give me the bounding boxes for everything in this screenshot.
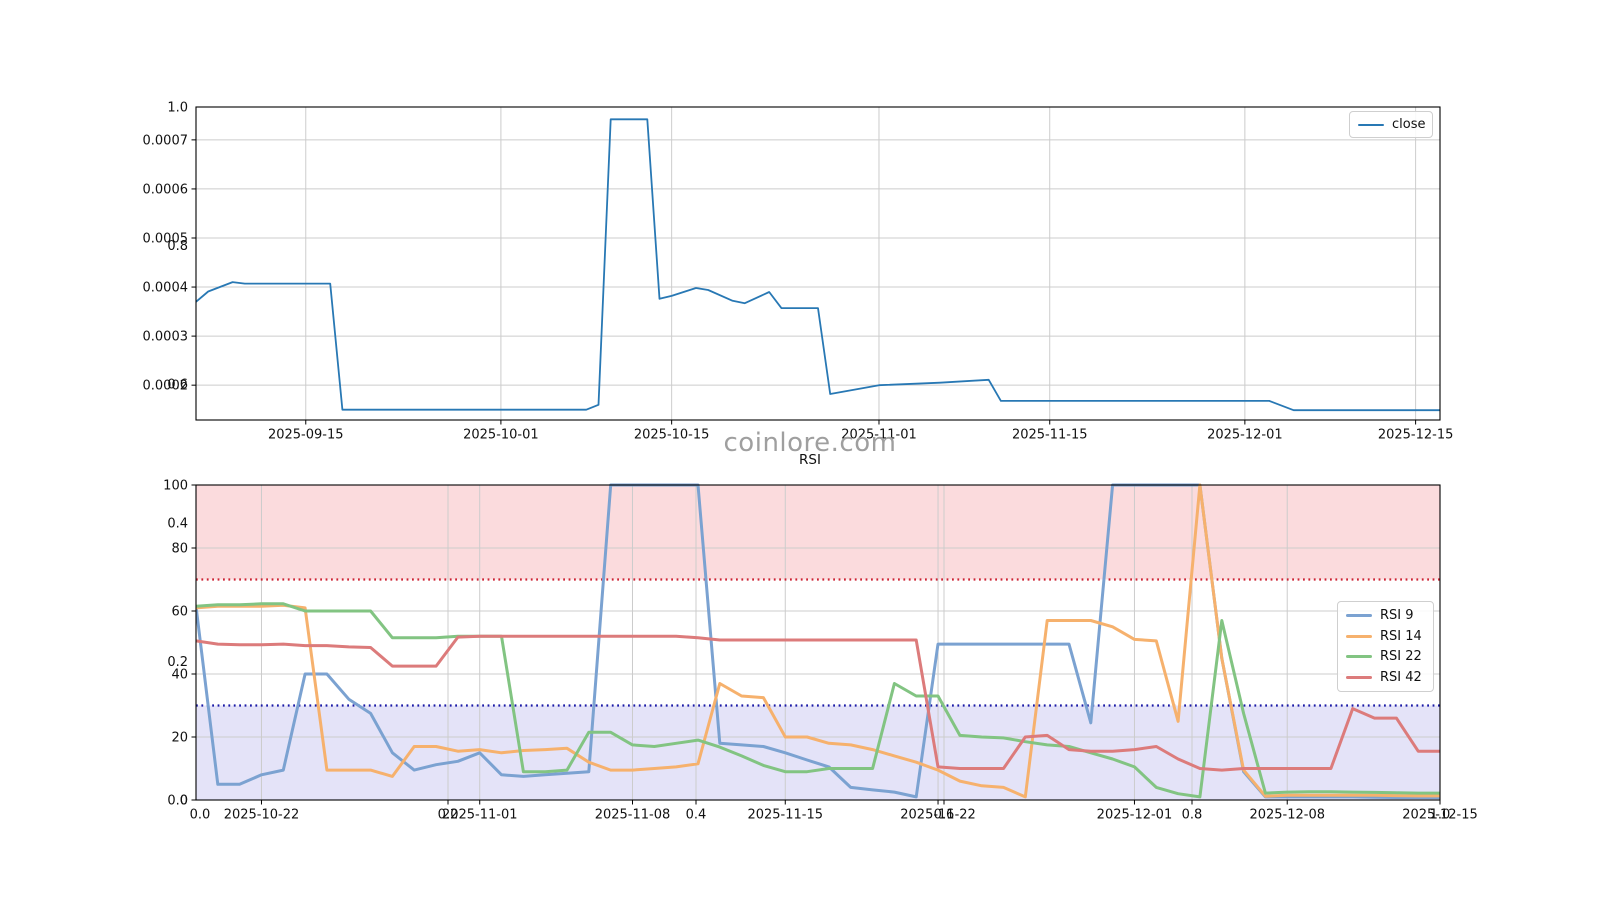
overlay-x-tick-label: 1.0: [1430, 808, 1451, 823]
overlay-x-tick-label: 0.8: [1182, 808, 1203, 823]
y-tick-label: 0.0005: [143, 231, 189, 246]
rsi-42-line: [196, 634, 1440, 772]
legend-item-close: close: [1358, 115, 1426, 135]
legend-item-rsi-9: RSI 9: [1346, 606, 1425, 626]
overlay-y-tick-label: 0.0: [167, 794, 188, 809]
y-tick-label: 0: [180, 794, 188, 809]
y-tick-label: 0.0003: [143, 330, 189, 345]
overlay-x-tick-label: 0.4: [686, 808, 707, 823]
x-tick-label: 2025-12-01: [1097, 808, 1173, 823]
y-tick-label: 0.0006: [143, 182, 189, 197]
overlay-y-tick-label: 0.2: [167, 655, 188, 670]
overlay-y-tick-label: 0.4: [167, 516, 188, 531]
y-tick-label: 100: [163, 479, 188, 494]
rsi-22-line-swatch: [1346, 655, 1372, 659]
rsi-subplot-title: RSI: [799, 452, 821, 468]
x-tick-label: 2025-11-15: [1012, 428, 1088, 443]
x-tick-label: 2025-12-01: [1207, 428, 1283, 443]
y-tick-label: 60: [171, 605, 188, 620]
rsi-42-line-swatch: [1346, 675, 1372, 679]
y-tick-label: 40: [171, 668, 188, 683]
overlay-x-tick-label: 0.6: [934, 808, 955, 823]
y-tick-label: 0.0007: [143, 133, 189, 148]
legend-label-rsi-42: RSI 42: [1380, 669, 1422, 685]
close-line-swatch: [1358, 123, 1384, 126]
x-tick-label: 2025-10-01: [463, 428, 539, 443]
x-tick-label: 2025-10-15: [634, 428, 710, 443]
overlay-y-tick-label: 0.6: [167, 378, 188, 393]
overlay-y-tick-label: 1.0: [167, 101, 188, 116]
rsi-14-line-swatch: [1346, 634, 1372, 638]
legend-item-rsi-42: RSI 42: [1346, 668, 1425, 688]
rsi-subplot: 2025-10-22 2025-11-01 2025-11-08 2025-11-15…: [163, 479, 1478, 823]
x-tick-label: 2025-12-08: [1249, 808, 1325, 823]
rsi-9-line-swatch: [1346, 614, 1372, 618]
legend-label-rsi-14: RSI 14: [1380, 628, 1422, 644]
x-tick-label: 2025-11-01: [841, 428, 917, 443]
overlay-x-tick-label: 0.0: [190, 808, 211, 823]
y-tick-label: 20: [171, 731, 188, 746]
x-tick-label: 2025-12-15: [1378, 428, 1454, 443]
y-tick-label: 0.0004: [143, 281, 189, 296]
legend-label-rsi-9: RSI 9: [1380, 608, 1414, 624]
x-tick-label: 2025-12-15: [1402, 808, 1478, 823]
x-tick-label: 2025-11-15: [747, 808, 823, 823]
watermark: coinlore.com: [723, 428, 897, 458]
legend-label-close: close: [1392, 117, 1426, 132]
overlay-x-tick-label: 0.2: [438, 808, 459, 823]
x-tick-label: 2025-11-01: [442, 808, 518, 823]
overlay-y-tick-label: 0.8: [167, 239, 188, 254]
overbought-band: [196, 485, 1440, 580]
price-subplot: 2025-09-15 2025-10-01 2025-10-15 2025-11-01…: [143, 106, 1454, 443]
x-tick-label: 2025-11-08: [595, 808, 671, 823]
x-tick-label: 2025-10-22: [224, 808, 300, 823]
axes-spines: [195, 106, 1441, 421]
axes-spines: [195, 484, 1441, 801]
x-tick-label: 2025-09-15: [268, 428, 344, 443]
legend-label-rsi-22: RSI 22: [1380, 649, 1422, 665]
y-tick-label: 80: [171, 542, 188, 557]
legend-item-rsi-14: RSI 14: [1346, 627, 1425, 647]
overlay-axis-labels: 1.0 0.8 0.6 0.4 0.2 0.00.0 0.2 0.4 0.6 0.8 1.0: [167, 101, 1450, 823]
price-legend: close: [1349, 111, 1433, 138]
x-tick-label: 2025-11-22: [900, 808, 976, 823]
close-line: [195, 118, 1440, 412]
rsi-14-line: [196, 483, 1440, 799]
legend-item-rsi-22: RSI 22: [1346, 647, 1425, 667]
y-tick-label: 0.0002: [143, 379, 189, 394]
rsi-22-line: [196, 602, 1440, 799]
rsi-legend: RSI 9 RSI 14 RSI 22 RSI 42: [1337, 601, 1434, 692]
rsi-series: [196, 483, 1440, 799]
